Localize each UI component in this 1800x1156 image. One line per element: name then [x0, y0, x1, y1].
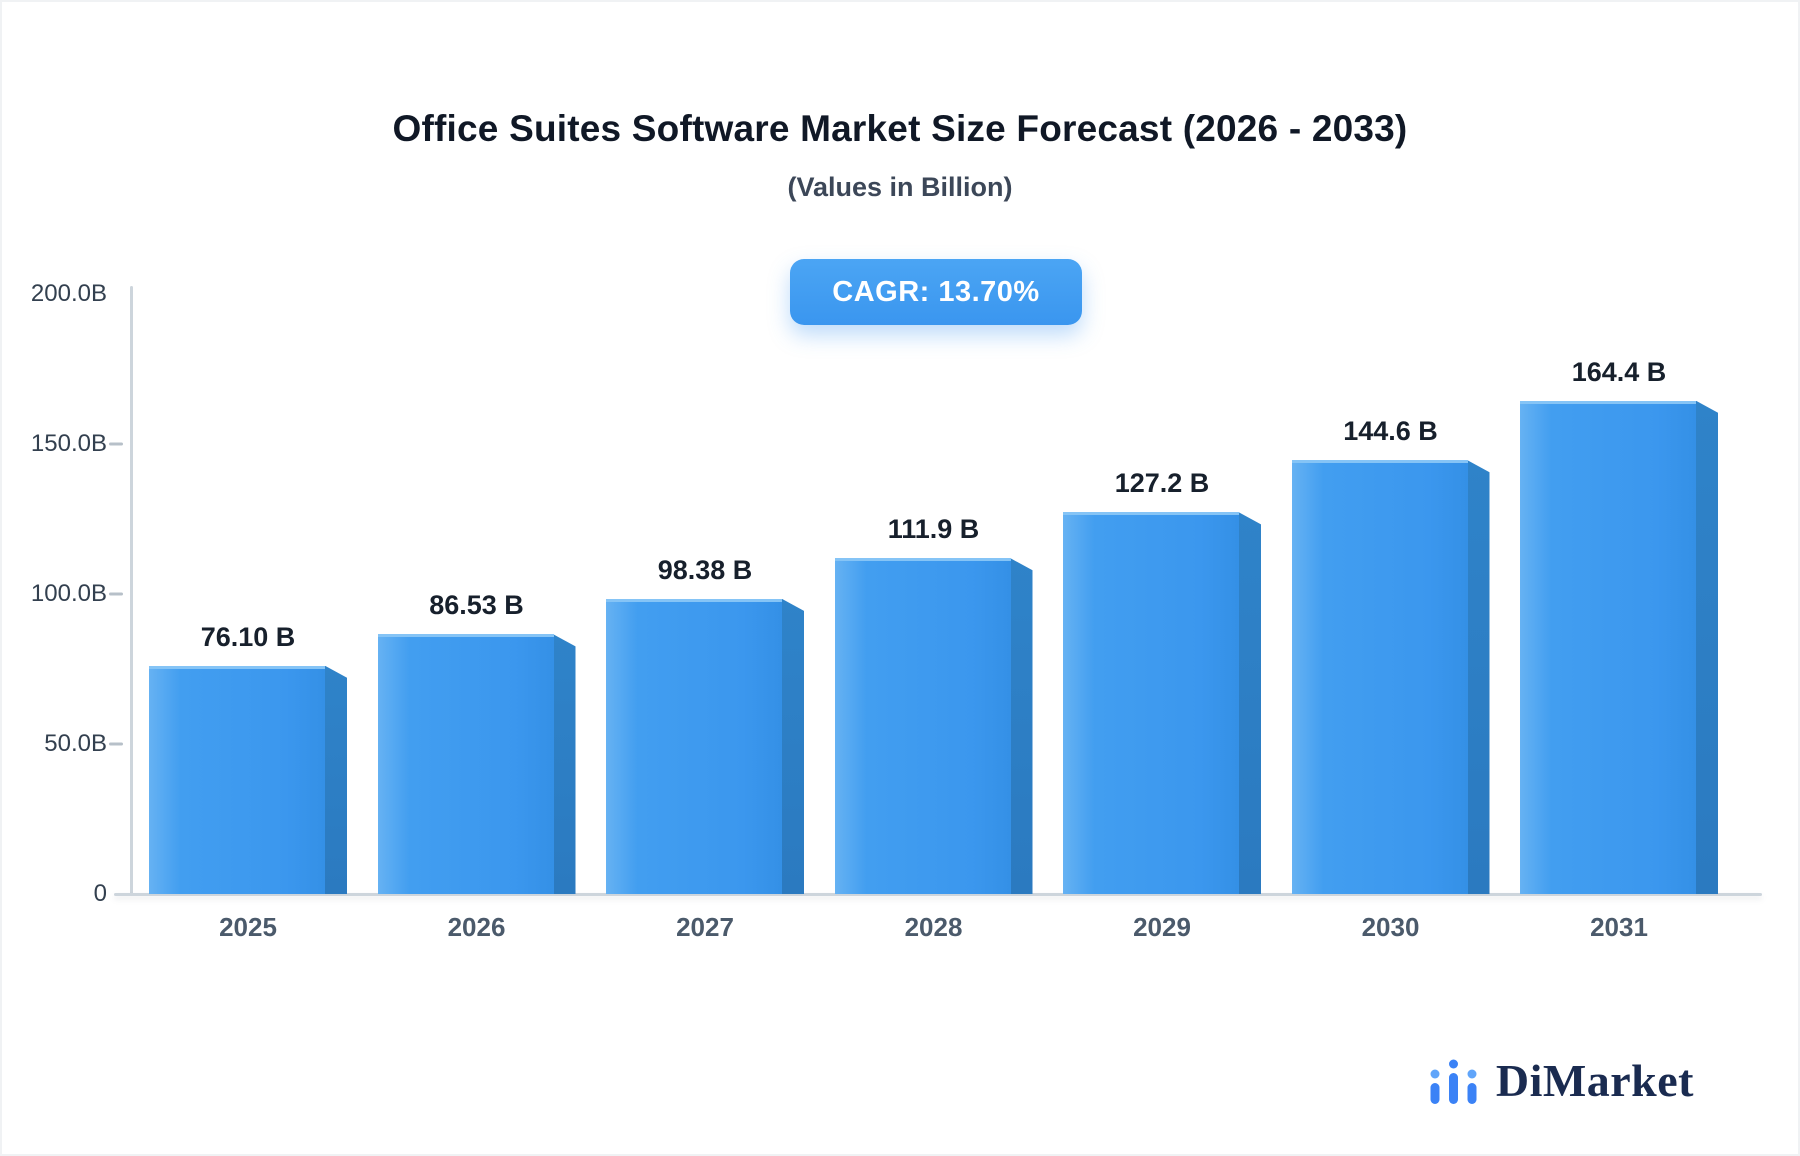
brand-name: DiMarket — [1495, 1054, 1694, 1106]
x-axis-label: 2028 — [904, 912, 963, 942]
bar-2025 — [149, 665, 347, 894]
y-axis-tick — [109, 442, 123, 446]
bar-face — [1063, 512, 1239, 894]
bar-2027 — [606, 598, 804, 894]
bar-side — [553, 634, 576, 894]
y-axis-label: 150.0B — [30, 430, 107, 457]
bar-2031 — [1520, 400, 1718, 894]
bar-side — [782, 598, 804, 894]
bar-value-label: 76.10 B — [200, 621, 296, 652]
y-axis-label: 50.0B — [44, 730, 107, 757]
y-axis-label: 0 — [93, 880, 107, 907]
bar-face — [606, 598, 782, 894]
bar-face — [1520, 400, 1696, 894]
y-axis-tick — [109, 742, 123, 746]
bar-2030 — [1291, 460, 1490, 894]
x-axis-label: 2027 — [676, 912, 734, 942]
bar-face — [377, 634, 554, 894]
bar-value-label: 144.6 B — [1343, 416, 1438, 447]
x-axis-label: 2029 — [1133, 912, 1191, 942]
bar-side — [1010, 558, 1033, 894]
y-axis-line — [130, 286, 133, 896]
bar-face — [149, 665, 325, 894]
bar-2028 — [834, 558, 1033, 894]
bar-face — [834, 558, 1011, 894]
bar-value-label: 98.38 B — [657, 554, 753, 585]
brand-logo: DiMarket — [1426, 1052, 1694, 1108]
x-axis-line — [114, 893, 1762, 896]
bar-side — [1467, 460, 1490, 894]
x-axis-label: 2030 — [1361, 912, 1420, 942]
bar-side — [1696, 400, 1718, 894]
cagr-badge: CAGR: 13.70% — [790, 259, 1082, 325]
x-axis-label: 2031 — [1590, 912, 1648, 942]
bar-chart-icon — [1430, 1059, 1477, 1104]
bar-side — [1239, 512, 1261, 894]
bar-value-label: 127.2 B — [1114, 468, 1210, 499]
bar-2026 — [377, 634, 576, 894]
bar-side — [325, 665, 347, 894]
cagr-label: CAGR: 13.70% — [832, 275, 1040, 308]
bar-2029 — [1063, 512, 1261, 894]
chart-subtitle: (Values in Billion) — [787, 172, 1013, 202]
bar-value-label: 86.53 B — [429, 590, 524, 621]
bar-face — [1291, 460, 1468, 894]
x-axis-label: 2025 — [219, 912, 277, 942]
chart-title: Office Suites Software Market Size Forec… — [392, 108, 1408, 149]
x-axis-label: 2026 — [447, 912, 506, 942]
bar-value-label: 164.4 B — [1571, 356, 1667, 387]
y-axis-label: 200.0B — [30, 280, 107, 307]
bar-value-label: 111.9 B — [887, 514, 980, 545]
y-axis-tick — [109, 592, 123, 596]
y-axis-label: 100.0B — [30, 580, 107, 607]
